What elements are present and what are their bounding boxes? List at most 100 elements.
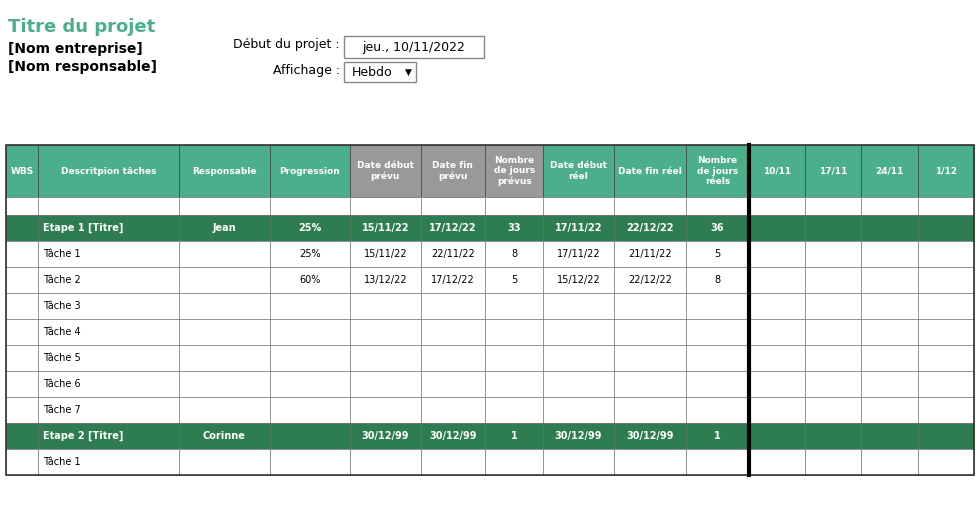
Bar	[485, 397, 543, 423]
Bar	[686, 293, 749, 319]
Bar	[805, 397, 861, 423]
Bar	[38, 267, 179, 293]
Text: 1: 1	[511, 431, 517, 441]
Text: 30/12/99: 30/12/99	[429, 431, 476, 441]
Bar	[805, 197, 861, 215]
Text: 5: 5	[511, 275, 517, 285]
Bar	[420, 345, 485, 371]
Text: 25%: 25%	[298, 223, 321, 233]
Bar	[749, 267, 805, 293]
Bar	[749, 397, 805, 423]
Text: 1/12: 1/12	[935, 167, 956, 175]
Bar	[613, 345, 686, 371]
Bar	[270, 423, 350, 449]
Bar	[38, 215, 179, 241]
Bar	[270, 319, 350, 345]
Text: 60%: 60%	[299, 275, 320, 285]
Bar	[749, 423, 805, 449]
Bar	[805, 449, 861, 475]
Bar	[861, 215, 917, 241]
Bar	[38, 241, 179, 267]
Text: 22/11/22: 22/11/22	[431, 249, 474, 259]
Bar	[805, 145, 861, 197]
Bar	[179, 293, 270, 319]
Bar	[749, 241, 805, 267]
Bar	[6, 197, 38, 215]
Text: Etape 1 [Titre]: Etape 1 [Titre]	[43, 223, 123, 233]
Bar	[420, 197, 485, 215]
Bar	[861, 293, 917, 319]
Bar	[749, 449, 805, 475]
Text: 17/11: 17/11	[819, 167, 848, 175]
Text: Date fin réel: Date fin réel	[618, 167, 682, 175]
Bar	[686, 371, 749, 397]
Bar	[805, 345, 861, 371]
Bar	[6, 449, 38, 475]
Bar	[543, 371, 613, 397]
Bar	[805, 293, 861, 319]
Bar	[686, 345, 749, 371]
Text: ▼: ▼	[405, 68, 412, 77]
Bar	[179, 345, 270, 371]
Bar	[350, 371, 420, 397]
Text: 36: 36	[710, 223, 724, 233]
Bar	[917, 319, 974, 345]
Bar	[38, 145, 179, 197]
Bar	[270, 449, 350, 475]
Bar	[749, 319, 805, 345]
Bar	[686, 241, 749, 267]
Bar	[805, 241, 861, 267]
Bar	[917, 197, 974, 215]
Text: jeu., 10/11/2022: jeu., 10/11/2022	[363, 41, 466, 53]
Bar	[805, 215, 861, 241]
Text: Nombre
de jours
prévus: Nombre de jours prévus	[494, 156, 535, 186]
Bar	[6, 423, 38, 449]
Text: 30/12/99: 30/12/99	[626, 431, 673, 441]
Bar	[917, 215, 974, 241]
Bar	[917, 345, 974, 371]
Bar	[179, 215, 270, 241]
Bar	[543, 267, 613, 293]
Bar	[179, 423, 270, 449]
Text: 25%: 25%	[299, 249, 320, 259]
Bar	[917, 293, 974, 319]
Bar	[686, 215, 749, 241]
Bar	[485, 197, 543, 215]
Bar	[270, 293, 350, 319]
Text: 1: 1	[714, 431, 720, 441]
Bar	[6, 371, 38, 397]
Bar	[179, 397, 270, 423]
Text: 24/11: 24/11	[875, 167, 904, 175]
Text: Date début
prévu: Date début prévu	[357, 161, 414, 181]
Bar	[38, 397, 179, 423]
Bar	[420, 293, 485, 319]
Bar	[543, 241, 613, 267]
Text: Tâche 5: Tâche 5	[43, 353, 81, 363]
Bar	[350, 423, 420, 449]
Text: Tâche 1: Tâche 1	[43, 457, 80, 467]
Bar	[270, 267, 350, 293]
Bar	[543, 145, 613, 197]
Bar	[613, 371, 686, 397]
Text: Etape 2 [Titre]: Etape 2 [Titre]	[43, 431, 123, 441]
Text: 17/12/22: 17/12/22	[429, 223, 476, 233]
Bar	[861, 267, 917, 293]
Text: 33: 33	[508, 223, 521, 233]
Bar	[613, 215, 686, 241]
Text: 17/11/22: 17/11/22	[555, 223, 603, 233]
Text: Début du projet :: Début du projet :	[233, 38, 340, 51]
Bar	[485, 345, 543, 371]
Bar	[6, 345, 38, 371]
Bar	[420, 145, 485, 197]
Bar	[6, 293, 38, 319]
Bar	[179, 449, 270, 475]
Bar	[420, 215, 485, 241]
Text: 30/12/99: 30/12/99	[555, 431, 603, 441]
Text: 17/11/22: 17/11/22	[557, 249, 601, 259]
Text: Hebdo: Hebdo	[352, 66, 393, 79]
Bar	[270, 397, 350, 423]
Bar	[917, 397, 974, 423]
Bar	[613, 145, 686, 197]
Bar	[420, 267, 485, 293]
Bar	[485, 319, 543, 345]
